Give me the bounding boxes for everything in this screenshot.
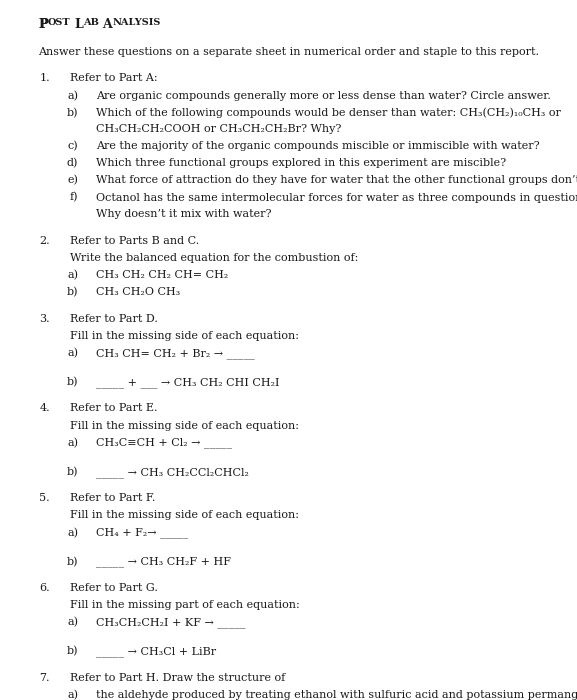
Text: CH₃C≡CH + Cl₂ → _____: CH₃C≡CH + Cl₂ → _____: [96, 438, 232, 449]
Text: e): e): [67, 175, 78, 186]
Text: P: P: [38, 18, 47, 31]
Text: a): a): [67, 690, 78, 700]
Text: P: P: [38, 18, 48, 31]
Text: _____ → CH₃ CH₂F + HF: _____ → CH₃ CH₂F + HF: [96, 556, 231, 567]
Text: b): b): [66, 467, 78, 477]
Text: Refer to Part D.: Refer to Part D.: [70, 314, 158, 323]
Text: a): a): [67, 90, 78, 101]
Text: CH₃ CH= CH₂ + Br₂ → _____: CH₃ CH= CH₂ + Br₂ → _____: [96, 348, 255, 358]
Text: 4.: 4.: [39, 403, 50, 414]
Text: c): c): [68, 141, 78, 151]
Text: _____ → CH₃ CH₂CCl₂CHCl₂: _____ → CH₃ CH₂CCl₂CHCl₂: [96, 467, 249, 477]
Text: A: A: [102, 18, 112, 31]
Text: Fill in the missing side of each equation:: Fill in the missing side of each equatio…: [70, 421, 299, 430]
Text: 6.: 6.: [39, 583, 50, 593]
Text: a): a): [67, 438, 78, 448]
Text: f): f): [69, 193, 78, 202]
Text: L: L: [74, 18, 83, 31]
Text: b): b): [66, 287, 78, 298]
Text: Which of the following compounds would be denser than water: CH₃(CH₂)₁₀CH₃ or: Which of the following compounds would b…: [96, 108, 561, 118]
Text: b): b): [66, 646, 78, 657]
Text: Which three functional groups explored in this experiment are miscible?: Which three functional groups explored i…: [96, 158, 506, 168]
Text: Are the majority of the organic compounds miscible or immiscible with water?: Are the majority of the organic compound…: [96, 141, 539, 150]
Text: What force of attraction do they have for water that the other functional groups: What force of attraction do they have fo…: [96, 175, 577, 185]
Text: Octanol has the same intermolecular forces for water as three compounds in quest: Octanol has the same intermolecular forc…: [96, 193, 577, 203]
Text: OST: OST: [48, 18, 70, 27]
Text: CH₃ CH₂O CH₃: CH₃ CH₂O CH₃: [96, 287, 180, 298]
Text: Why doesn’t it mix with water?: Why doesn’t it mix with water?: [96, 209, 272, 219]
Text: CH₃ CH₂ CH₂ CH= CH₂: CH₃ CH₂ CH₂ CH= CH₂: [96, 270, 228, 280]
Text: b): b): [66, 556, 78, 567]
Text: a): a): [67, 348, 78, 358]
Text: _____ → CH₃Cl + LiBr: _____ → CH₃Cl + LiBr: [96, 646, 216, 657]
Text: Answer these questions on a separate sheet in numerical order and staple to this: Answer these questions on a separate she…: [38, 47, 539, 57]
Text: 5.: 5.: [39, 494, 50, 503]
Text: Refer to Part H. Draw the structure of: Refer to Part H. Draw the structure of: [70, 673, 285, 682]
Text: b): b): [66, 108, 78, 118]
Text: 2.: 2.: [39, 236, 50, 246]
Text: Write the balanced equation for the combustion of:: Write the balanced equation for the comb…: [70, 253, 358, 263]
Text: a): a): [67, 270, 78, 281]
Text: Refer to Part F.: Refer to Part F.: [70, 494, 155, 503]
Text: a): a): [67, 528, 78, 538]
Text: the aldehyde produced by treating ethanol with sulfuric acid and potassium perma: the aldehyde produced by treating ethano…: [96, 690, 577, 700]
Text: 1.: 1.: [39, 74, 50, 83]
Text: 7.: 7.: [39, 673, 50, 682]
Text: Fill in the missing part of each equation:: Fill in the missing part of each equatio…: [70, 600, 299, 610]
Text: d): d): [66, 158, 78, 168]
Text: CH₄ + F₂→ _____: CH₄ + F₂→ _____: [96, 528, 188, 538]
Text: AB: AB: [83, 18, 99, 27]
Text: _____ + ___ → CH₃ CH₂ CHI CH₂I: _____ + ___ → CH₃ CH₂ CHI CH₂I: [96, 377, 279, 388]
Text: CH₃CH₂CH₂COOH or CH₃CH₂CH₂Br? Why?: CH₃CH₂CH₂COOH or CH₃CH₂CH₂Br? Why?: [96, 124, 342, 134]
Text: Refer to Parts B and C.: Refer to Parts B and C.: [70, 236, 199, 246]
Text: NALYSIS: NALYSIS: [113, 18, 161, 27]
Text: Fill in the missing side of each equation:: Fill in the missing side of each equatio…: [70, 510, 299, 520]
Text: Are organic compounds generally more or less dense than water? Circle answer.: Are organic compounds generally more or …: [96, 90, 551, 101]
Text: Refer to Part A:: Refer to Part A:: [70, 74, 158, 83]
Text: b): b): [66, 377, 78, 387]
Text: a): a): [67, 617, 78, 628]
Text: CH₃CH₂CH₂I + KF → _____: CH₃CH₂CH₂I + KF → _____: [96, 617, 245, 628]
Text: Refer to Part G.: Refer to Part G.: [70, 583, 158, 593]
Text: 3.: 3.: [39, 314, 50, 323]
Text: Refer to Part E.: Refer to Part E.: [70, 403, 158, 414]
Text: Fill in the missing side of each equation:: Fill in the missing side of each equatio…: [70, 331, 299, 341]
